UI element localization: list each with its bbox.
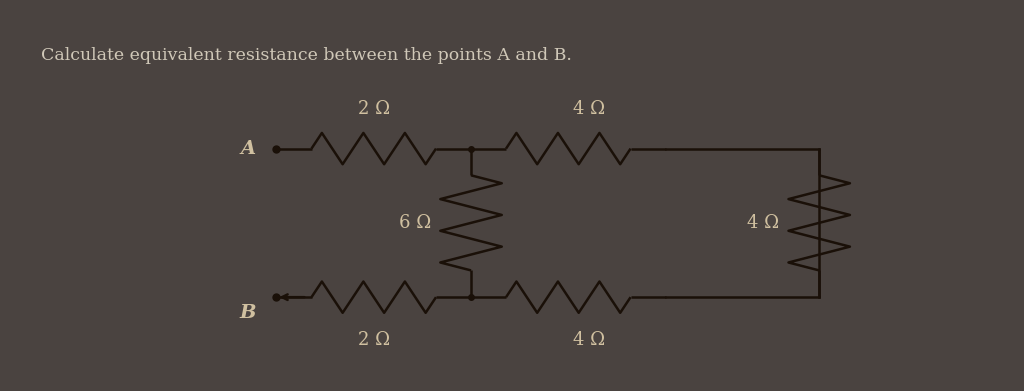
- Text: 6 Ω: 6 Ω: [398, 214, 431, 232]
- Text: 4 Ω: 4 Ω: [746, 214, 779, 232]
- Text: A: A: [241, 140, 256, 158]
- Text: 2 Ω: 2 Ω: [357, 331, 390, 349]
- Text: 2 Ω: 2 Ω: [357, 100, 390, 118]
- Text: 4 Ω: 4 Ω: [572, 331, 605, 349]
- Text: Calculate equivalent resistance between the points A and B.: Calculate equivalent resistance between …: [41, 47, 571, 64]
- Text: B: B: [240, 304, 256, 322]
- Text: 4 Ω: 4 Ω: [572, 100, 605, 118]
